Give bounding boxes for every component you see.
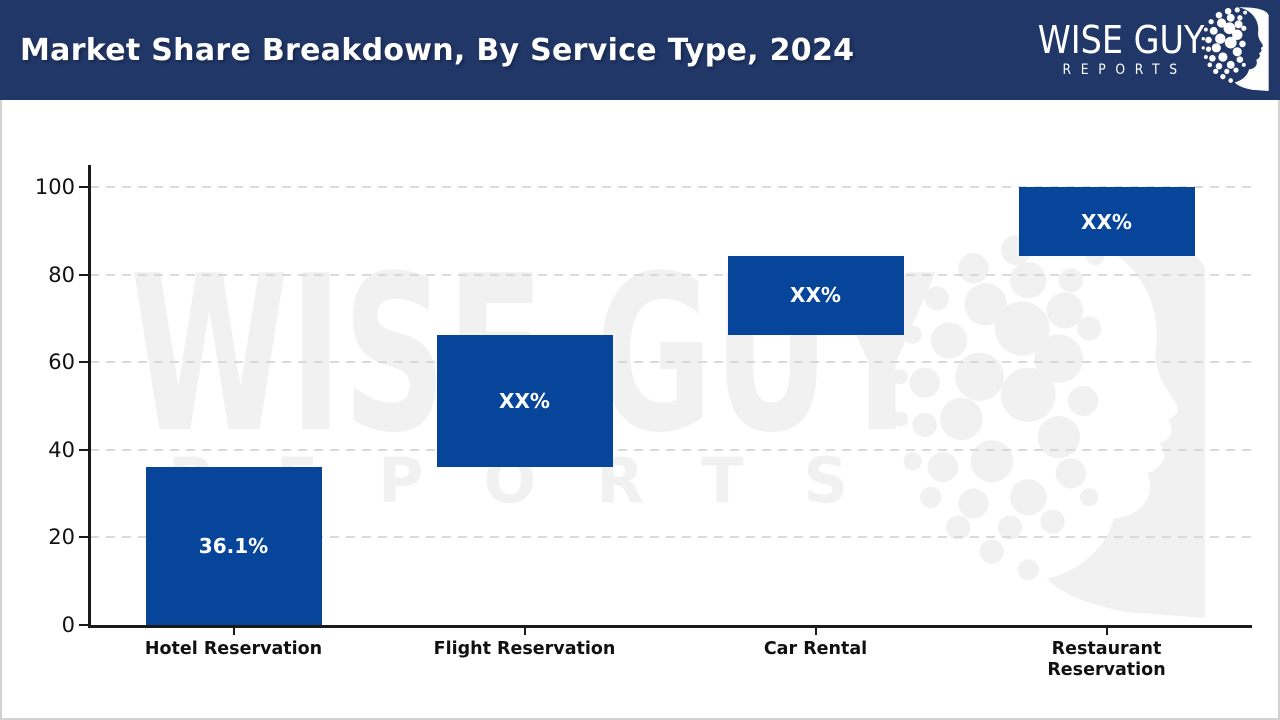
brand-logo: WISE GUY REPORTS — [1015, 6, 1270, 91]
x-axis-label-flight-reservation: Flight Reservation — [433, 639, 616, 659]
y-axis-label-100: 100 — [34, 175, 75, 199]
y-axis-label-20: 20 — [48, 525, 75, 550]
gridline-20 — [90, 536, 1252, 539]
y-axis-label-40: 40 — [48, 437, 75, 462]
gridline-80 — [90, 273, 1252, 276]
y-axis-tick-20 — [79, 536, 88, 539]
watermark-face-icon — [892, 232, 1205, 618]
wiseguy-face-icon — [1201, 7, 1269, 91]
y-axis-tick-0 — [79, 624, 88, 626]
x-axis-label-restaurant-reservation: Restaurant Reservation — [1047, 639, 1166, 680]
x-axis-tick-restaurant-reservation — [1105, 627, 1108, 635]
brand-name: WISE GUY — [1037, 18, 1204, 62]
x-axis-label-hotel-reservation: Hotel Reservation — [144, 639, 323, 659]
bar-value-label-hotel-reservation: 36.1% — [198, 533, 269, 558]
x-axis-tick-flight-reservation — [523, 627, 526, 635]
header-bar: Market Share Breakdown, By Service Type,… — [0, 0, 1280, 100]
chart-area: WISE GUY REPORTS 0 20 40 60 80 100 36.1% Hotel … — [0, 100, 1280, 720]
y-axis-tick-80 — [79, 273, 88, 276]
brand-subtitle: REPORTS — [1062, 62, 1187, 78]
bar-restaurant-reservation — [1018, 187, 1195, 257]
x-axis-label-car-rental: Car Rental — [763, 639, 868, 659]
y-axis-label-0: 0 — [61, 613, 75, 637]
y-axis-line — [88, 165, 91, 627]
x-axis-tick-hotel-reservation — [232, 627, 235, 635]
bar-value-label-flight-reservation: XX% — [499, 388, 550, 413]
y-axis-label-60: 60 — [48, 350, 75, 375]
gridline-40 — [90, 448, 1252, 451]
gridline-100 — [90, 186, 1252, 188]
y-axis-label-80: 80 — [48, 262, 75, 287]
bar-hotel-reservation — [145, 466, 322, 625]
brand-logo-text: WISE GUY REPORTS — [1037, 19, 1204, 78]
bar-value-label-restaurant-reservation: XX% — [1081, 209, 1132, 234]
x-axis-line — [88, 625, 1252, 628]
bar-car-rental — [727, 256, 904, 335]
bar-flight-reservation — [436, 334, 613, 467]
y-axis-tick-100 — [79, 186, 88, 188]
bar-value-label-car-rental: XX% — [790, 283, 841, 308]
gridline-60 — [90, 361, 1252, 364]
x-axis-tick-car-rental — [814, 627, 817, 635]
waterfall-chart: 0 20 40 60 80 100 36.1% Hotel Reservation XX% Fli… — [0, 100, 1280, 720]
y-axis-tick-60 — [79, 361, 88, 364]
page-title: Market Share Breakdown, By Service Type,… — [20, 32, 855, 68]
y-axis-tick-40 — [79, 448, 88, 451]
